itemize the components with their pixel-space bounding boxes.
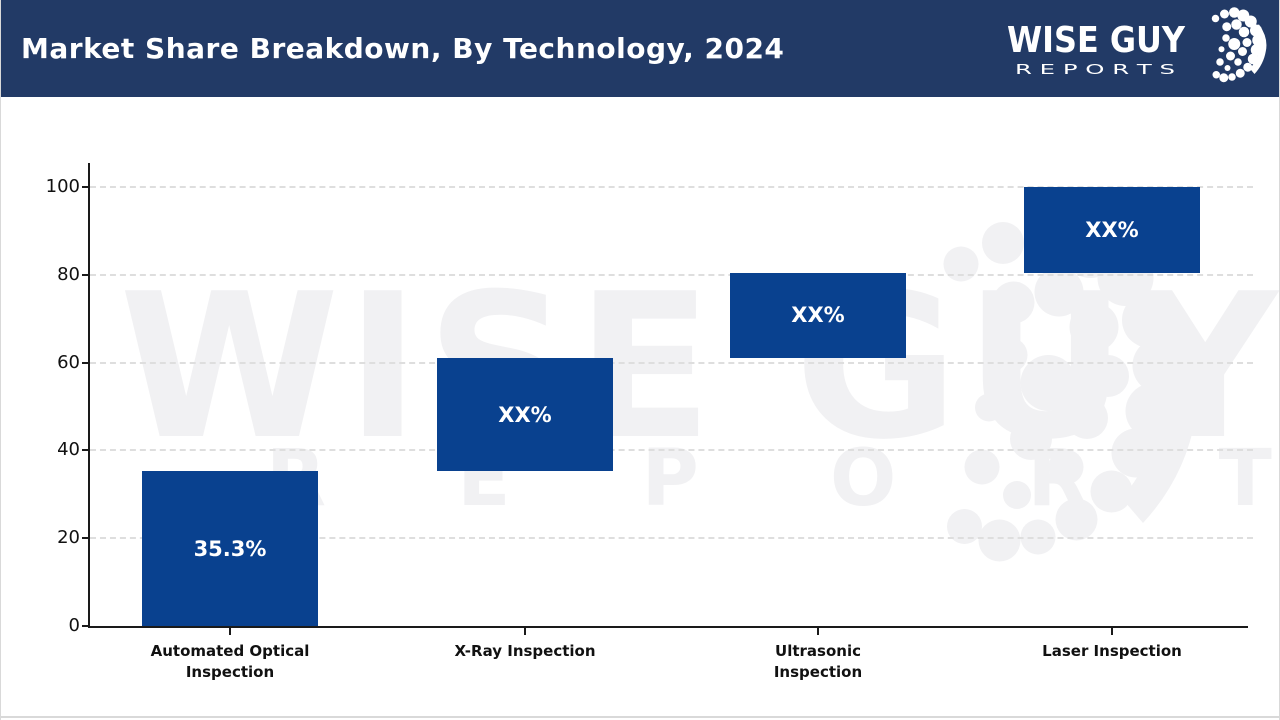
x-tick-laser-inspection <box>1111 628 1113 635</box>
y-tick-20 <box>82 537 90 540</box>
x-axis-label-automated-optical-inspection: Automated Optical Inspection <box>110 641 350 683</box>
head-dot <box>1238 46 1247 56</box>
head-dot <box>947 509 982 544</box>
head-dot <box>1003 481 1031 509</box>
x-axis-label-line: Inspection <box>185 663 275 681</box>
chart-title: Market Share Breakdown, By Technology, 2… <box>21 32 785 65</box>
head-dot <box>992 337 1028 373</box>
bar-automated-optical-inspection: 35.3% <box>142 471 318 626</box>
head-dot <box>1231 18 1242 30</box>
head-dot <box>1055 498 1098 541</box>
head-dot <box>1090 470 1133 513</box>
watermark-face-icon <box>943 215 1199 562</box>
head-dot <box>1229 6 1240 18</box>
x-axis-label-line: Ultrasonic <box>775 642 861 660</box>
head-dot <box>1226 51 1235 60</box>
head-dot <box>1224 64 1231 71</box>
head-dot <box>1235 68 1245 78</box>
head-dot <box>1228 72 1236 81</box>
head-dot <box>1238 26 1250 37</box>
head-dot <box>1242 37 1252 47</box>
head-dot <box>1219 72 1229 82</box>
footer-rule <box>1 716 1279 718</box>
head-dot <box>1020 519 1056 555</box>
x-tick-ultrasonic-inspection <box>817 628 819 635</box>
y-tick-label-20: 20 <box>57 527 80 549</box>
head-dot <box>978 519 1021 562</box>
head-dot <box>1222 21 1232 31</box>
y-tick-0 <box>82 625 90 627</box>
head-dot <box>1212 70 1220 78</box>
head-dot <box>1087 355 1129 397</box>
x-axis-label-line: Laser Inspection <box>1042 642 1182 660</box>
y-tick-40 <box>82 449 90 452</box>
logo-name-text: WISE GUY <box>1007 20 1186 61</box>
head-dot <box>982 222 1024 264</box>
gridline-100 <box>90 186 1253 189</box>
header: Market Share Breakdown, By Technology, 2… <box>1 0 1279 97</box>
head-dot <box>964 449 1000 485</box>
bar-ultrasonic-inspection: XX% <box>730 272 906 359</box>
wiseguy-logo: WISE GUY R E P O R T S <box>1007 6 1267 82</box>
x-axis-spine <box>88 626 1248 628</box>
x-axis-label-line: Automated Optical <box>150 642 310 660</box>
head-dot <box>992 281 1035 324</box>
x-axis-label-line: X-Ray Inspection <box>454 642 596 660</box>
y-axis-spine <box>88 163 90 628</box>
y-tick-label-40: 40 <box>57 439 80 461</box>
y-tick-60 <box>82 361 90 364</box>
gridline-80 <box>90 273 1253 276</box>
head-dot <box>1066 397 1108 439</box>
head-dot <box>1211 14 1220 22</box>
bar-value-label-ultrasonic-inspection: XX% <box>791 303 845 328</box>
bar-laser-inspection: XX% <box>1024 187 1200 273</box>
y-tick-80 <box>82 273 90 276</box>
y-tick-label-60: 60 <box>57 351 80 373</box>
head-dot <box>1222 33 1230 42</box>
gridline-20 <box>90 537 1253 540</box>
head-dot <box>1069 302 1119 352</box>
y-tick-label-0: 0 <box>68 615 80 636</box>
gridline-60 <box>90 361 1253 364</box>
head-dot <box>1244 15 1257 27</box>
head-dot <box>1020 355 1077 411</box>
y-tick-label-100: 100 <box>45 176 80 198</box>
head-dot <box>975 393 1003 422</box>
head-dot <box>1220 9 1229 18</box>
face-profile <box>1250 24 1267 74</box>
x-axis-label-ultrasonic-inspection: Ultrasonic Inspection <box>698 641 938 683</box>
head-dot <box>1228 37 1241 50</box>
bar-value-label-automated-optical-inspection: 35.3% <box>193 536 267 561</box>
x-axis-label-laser-inspection: Laser Inspection <box>992 641 1232 662</box>
face-profile <box>1122 292 1199 523</box>
head-dot <box>1010 418 1052 460</box>
head-dot <box>1034 267 1084 317</box>
logo-tagline-text: R E P O R T S <box>1015 63 1175 78</box>
head-dot <box>1216 57 1224 66</box>
x-axis-label-line: Inspection <box>773 663 863 681</box>
bar-x-ray-inspection: XX% <box>437 358 613 472</box>
head-dot <box>1218 45 1225 52</box>
x-tick-x-ray-inspection <box>524 628 526 635</box>
logo-face-icon <box>1211 6 1267 82</box>
head-dot <box>943 246 979 282</box>
y-tick-label-80: 80 <box>57 263 80 285</box>
y-tick-100 <box>82 186 90 189</box>
x-axis-label-x-ray-inspection: X-Ray Inspection <box>405 641 645 662</box>
gridline-40 <box>90 449 1253 452</box>
head-dot <box>1234 57 1242 66</box>
head-dot <box>1048 449 1084 485</box>
head-dot <box>1243 62 1253 72</box>
bar-value-label-laser-inspection: XX% <box>1085 217 1139 242</box>
bar-value-label-x-ray-inspection: XX% <box>498 402 552 427</box>
x-tick-automated-optical-inspection <box>229 628 231 635</box>
